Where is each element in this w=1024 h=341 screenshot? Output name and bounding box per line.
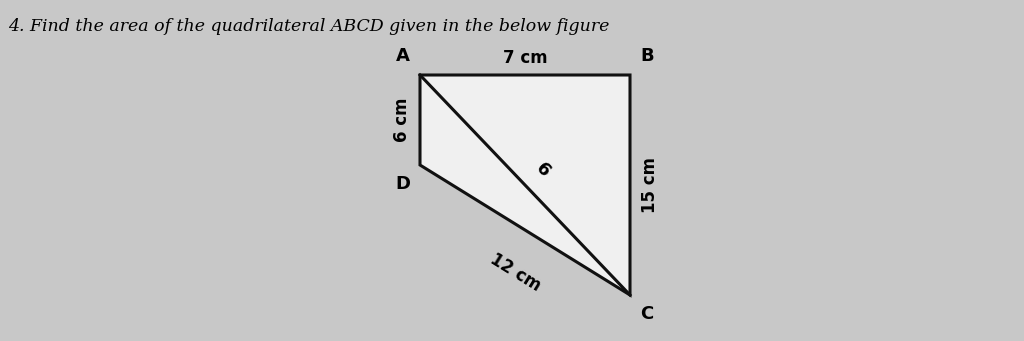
Text: B: B bbox=[640, 47, 653, 65]
Text: D: D bbox=[395, 175, 410, 193]
Text: 4. Find the area of the quadrilateral ABCD given in the below figure: 4. Find the area of the quadrilateral AB… bbox=[8, 18, 609, 35]
Text: C: C bbox=[640, 305, 653, 323]
Text: 6: 6 bbox=[532, 159, 554, 181]
Text: 6 cm: 6 cm bbox=[393, 98, 411, 142]
Text: 7 cm: 7 cm bbox=[503, 49, 547, 67]
Text: 12 cm: 12 cm bbox=[486, 250, 544, 295]
Text: 15 cm: 15 cm bbox=[641, 157, 659, 213]
Text: A: A bbox=[396, 47, 410, 65]
Polygon shape bbox=[420, 75, 630, 295]
